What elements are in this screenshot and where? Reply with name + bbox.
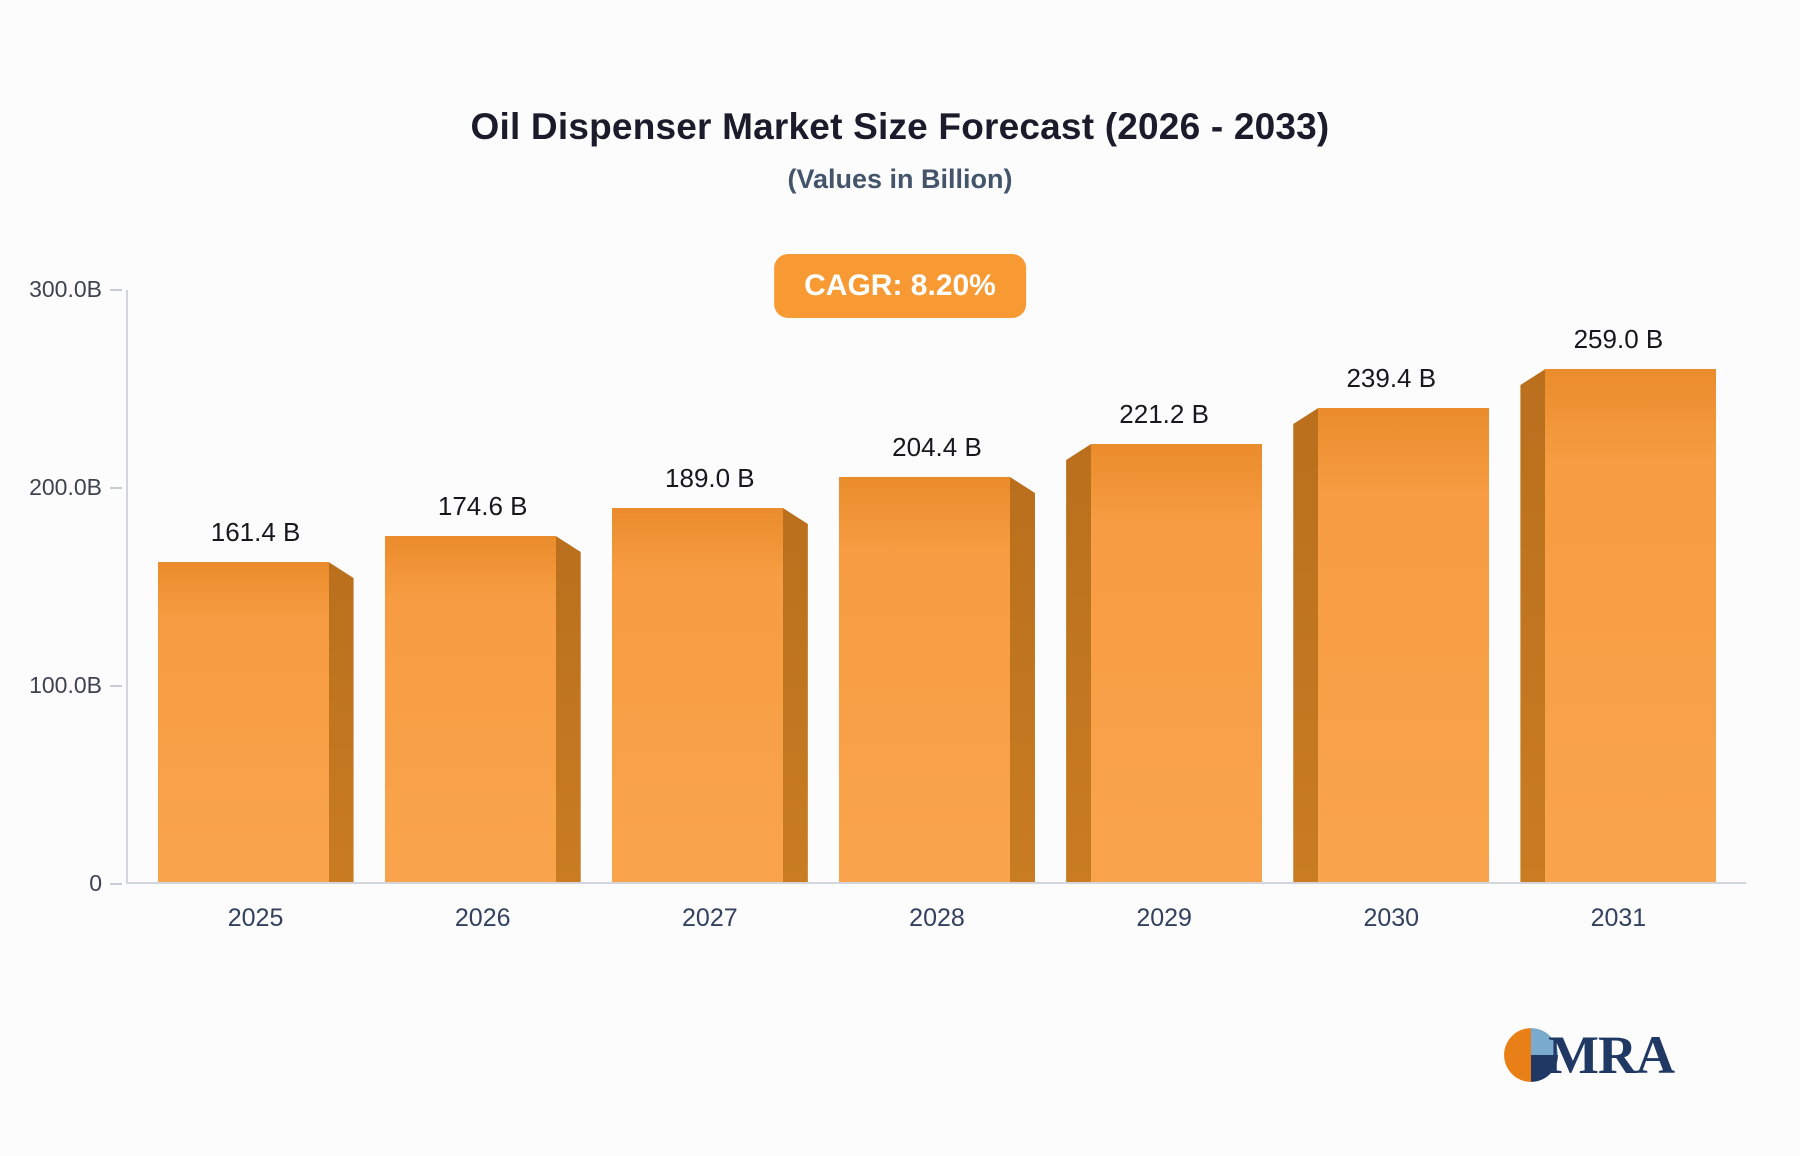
x-axis-label-2027: 2027 (682, 904, 738, 932)
bar-2025 (157, 562, 354, 882)
chart-subtitle: (Values in Billion) (787, 164, 1013, 194)
y-tick-label-300: 300.0B (29, 276, 102, 302)
y-tick-label-200: 200.0B (29, 474, 102, 500)
chart-title: Oil Dispenser Market Size Forecast (2026… (470, 106, 1330, 147)
x-axis-label-2026: 2026 (454, 904, 511, 932)
bar-face-2031 (1545, 369, 1717, 882)
y-tick-mark-200 (110, 487, 122, 489)
x-axis-label-2030: 2030 (1363, 904, 1420, 932)
plot-area: 161.4 B 2025 174.6 B 2026 189.0 B 2027 204.4 B… (128, 290, 1746, 932)
bar-face-2025 (157, 562, 329, 882)
bar-group-2030: 239.4 B 2030 (1278, 290, 1505, 932)
bar-value-label-2030: 239.4 B (1346, 363, 1437, 393)
y-tick-mark-300 (110, 289, 122, 291)
bar-side-face-2027 (782, 508, 808, 882)
x-axis-label-2025: 2025 (227, 904, 284, 932)
bar-chart: 300.0B 200.0B 100.0B 0 161.4 B 2025 174.6 B 20… (29, 276, 1746, 932)
x-axis-label-2029: 2029 (1136, 904, 1192, 932)
bar-group-2027: 189.0 B 2027 (596, 290, 823, 932)
bar-2029 (1066, 444, 1263, 882)
bar-2026 (384, 536, 581, 882)
bar-2030 (1293, 408, 1490, 882)
bar-face-2026 (384, 536, 556, 882)
bar-group-2029: 221.2 B 2029 (1051, 290, 1278, 932)
bar-2027 (611, 508, 808, 882)
bar-2028 (838, 477, 1035, 882)
bar-side-face-2029 (1066, 444, 1092, 882)
y-tick-label-100: 100.0B (29, 672, 102, 698)
bar-face-2030 (1318, 408, 1490, 882)
bar-side-face-2031 (1520, 369, 1546, 882)
bar-group-2026: 174.6 B 2026 (369, 290, 596, 932)
bar-face-2027 (611, 508, 783, 882)
bar-group-2028: 204.4 B 2028 (823, 290, 1050, 932)
x-axis-label-2028: 2028 (909, 904, 965, 932)
bar-value-label-2025: 161.4 B (210, 517, 301, 547)
bar-face-2029 (1091, 444, 1263, 882)
bar-2031 (1520, 369, 1717, 882)
bar-side-face-2028 (1009, 477, 1035, 882)
bar-value-label-2029: 221.2 B (1119, 399, 1209, 429)
bar-value-label-2031: 259.0 B (1573, 324, 1664, 354)
bar-group-2031: 259.0 B 2031 (1505, 290, 1732, 932)
y-tick-mark-0 (110, 883, 122, 885)
bar-side-face-2030 (1293, 408, 1319, 882)
bar-group-2025: 161.4 B 2025 (142, 290, 369, 932)
y-tick-label-0: 0 (89, 870, 102, 896)
bar-value-label-2028: 204.4 B (892, 432, 982, 462)
y-tick-mark-100 (110, 685, 122, 687)
bar-value-label-2026: 174.6 B (437, 491, 528, 521)
mra-logo-pie-icon (1504, 1028, 1558, 1082)
cagr-badge: CAGR: 8.20% (774, 254, 1026, 318)
mra-logo-text: MRA (1548, 1025, 1675, 1085)
x-axis-label-2031: 2031 (1590, 904, 1647, 932)
bar-value-label-2027: 189.0 B (665, 463, 755, 493)
bar-face-2028 (838, 477, 1010, 882)
mra-logo: MRA (1502, 1024, 1675, 1086)
bar-side-face-2025 (328, 562, 354, 882)
bar-side-face-2026 (555, 536, 581, 882)
